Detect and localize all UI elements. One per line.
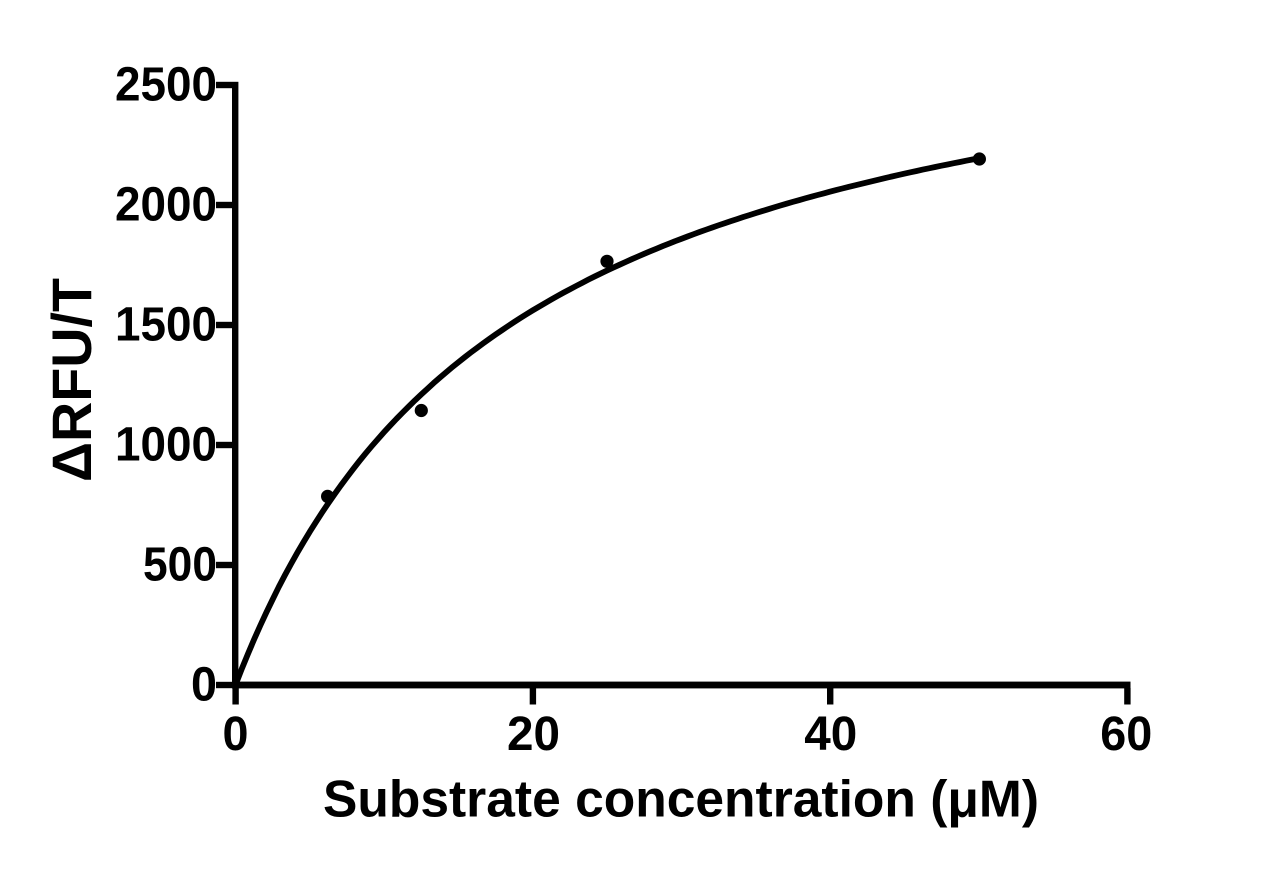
svg-text:60: 60 xyxy=(1100,708,1152,761)
svg-text:ΔRFU/T: ΔRFU/T xyxy=(40,278,103,482)
svg-text:40: 40 xyxy=(804,708,857,761)
svg-text:0: 0 xyxy=(191,658,217,711)
svg-text:Substrate concentration (μM): Substrate concentration (μM) xyxy=(323,771,1039,829)
svg-text:2000: 2000 xyxy=(115,178,217,231)
svg-text:1000: 1000 xyxy=(115,418,217,471)
svg-text:20: 20 xyxy=(507,708,560,761)
svg-text:2500: 2500 xyxy=(115,58,217,111)
svg-text:500: 500 xyxy=(143,538,217,591)
svg-text:0: 0 xyxy=(223,708,249,761)
svg-text:1500: 1500 xyxy=(115,298,217,351)
